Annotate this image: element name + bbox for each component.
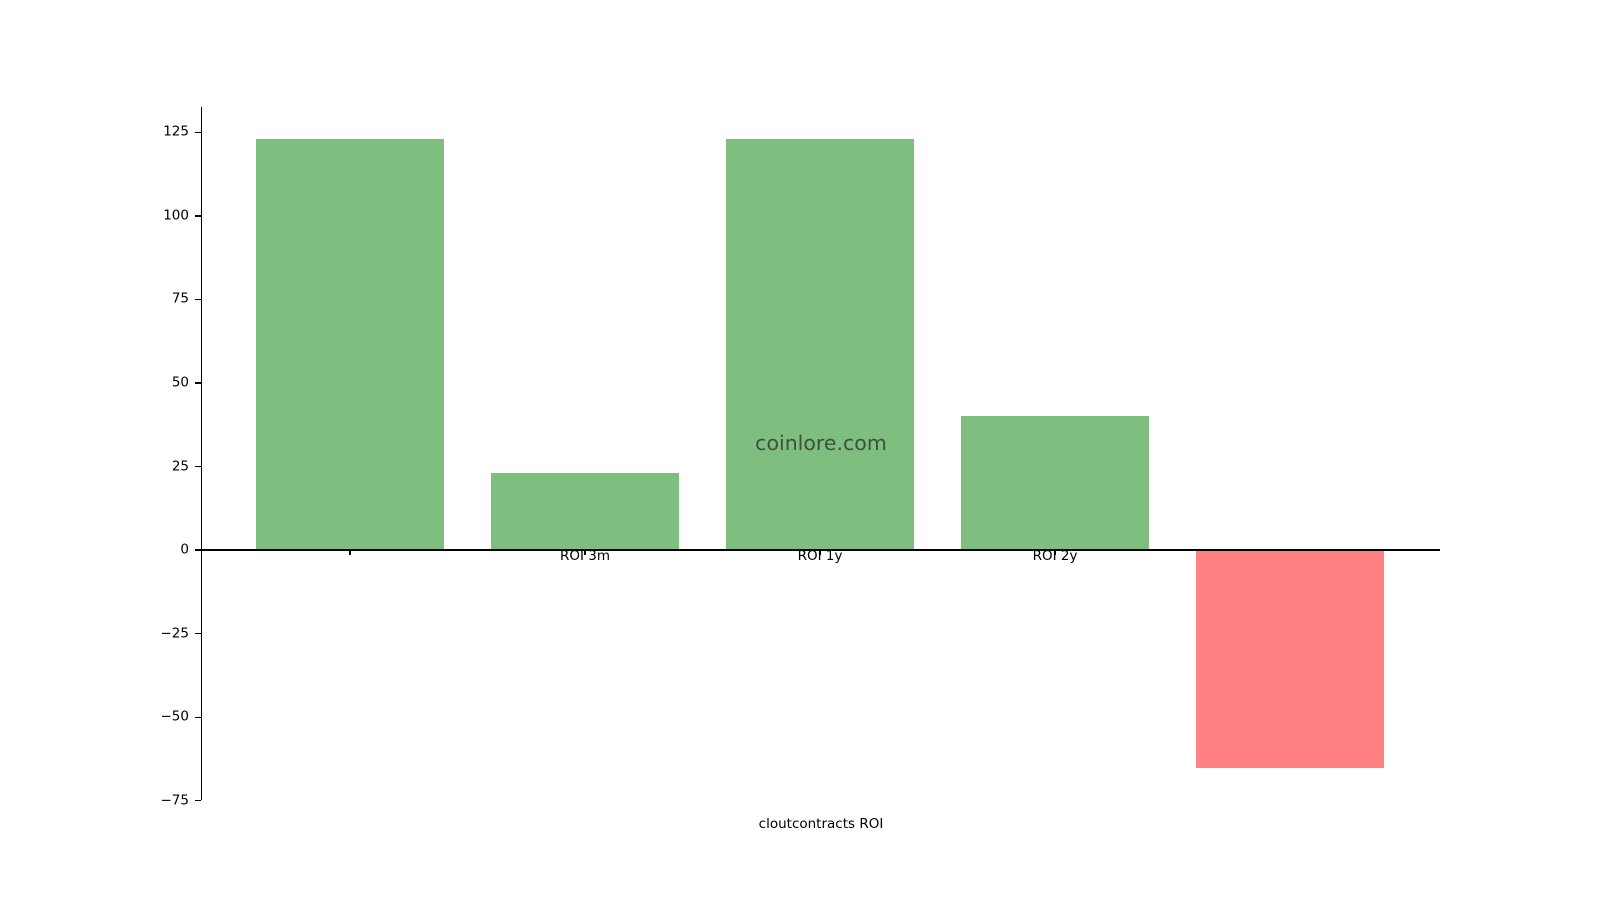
y-tick-label: −25: [160, 625, 190, 642]
y-tick-label: −50: [160, 708, 190, 725]
y-tick-mark: [194, 131, 201, 133]
y-tick-mark: [194, 632, 201, 635]
y-tick-label: 100: [163, 207, 189, 224]
y-tick-mark: [194, 800, 201, 802]
y-tick-mark: [194, 465, 201, 468]
y-tick-label: 50: [171, 374, 189, 391]
x-tick-mark: [1054, 550, 1056, 555]
x-tick-label: ROI 2y: [1032, 548, 1078, 565]
y-axis-spine: [200, 107, 202, 800]
x-tick-label: ROI 1y: [797, 548, 843, 565]
bar-roi-1y: [726, 139, 914, 551]
y-tick-label: −75: [160, 792, 190, 809]
y-tick-label: 25: [171, 458, 189, 475]
watermark-text: coinlore.com: [755, 431, 887, 455]
bar-unlabeled-4: [1196, 550, 1384, 768]
y-tick-mark: [194, 382, 201, 384]
x-tick-mark: [819, 550, 821, 555]
x-tick-label: ROI 3m: [559, 548, 611, 565]
x-tick-mark: [584, 550, 586, 555]
x-axis-zero-line: [202, 549, 1440, 551]
y-tick-mark: [194, 549, 201, 551]
bar-unlabeled-0: [256, 139, 444, 551]
x-tick-mark: [349, 550, 351, 555]
y-tick-mark: [194, 716, 201, 718]
y-tick-mark: [194, 215, 201, 217]
y-tick-label: 125: [163, 124, 189, 141]
y-tick-mark: [194, 298, 201, 301]
y-tick-label: 75: [171, 291, 189, 308]
bar-roi-3m: [491, 473, 679, 551]
bar-roi-2y: [961, 416, 1149, 551]
chart-title: cloutcontracts ROI: [758, 816, 884, 832]
y-tick-label: 0: [180, 541, 189, 558]
